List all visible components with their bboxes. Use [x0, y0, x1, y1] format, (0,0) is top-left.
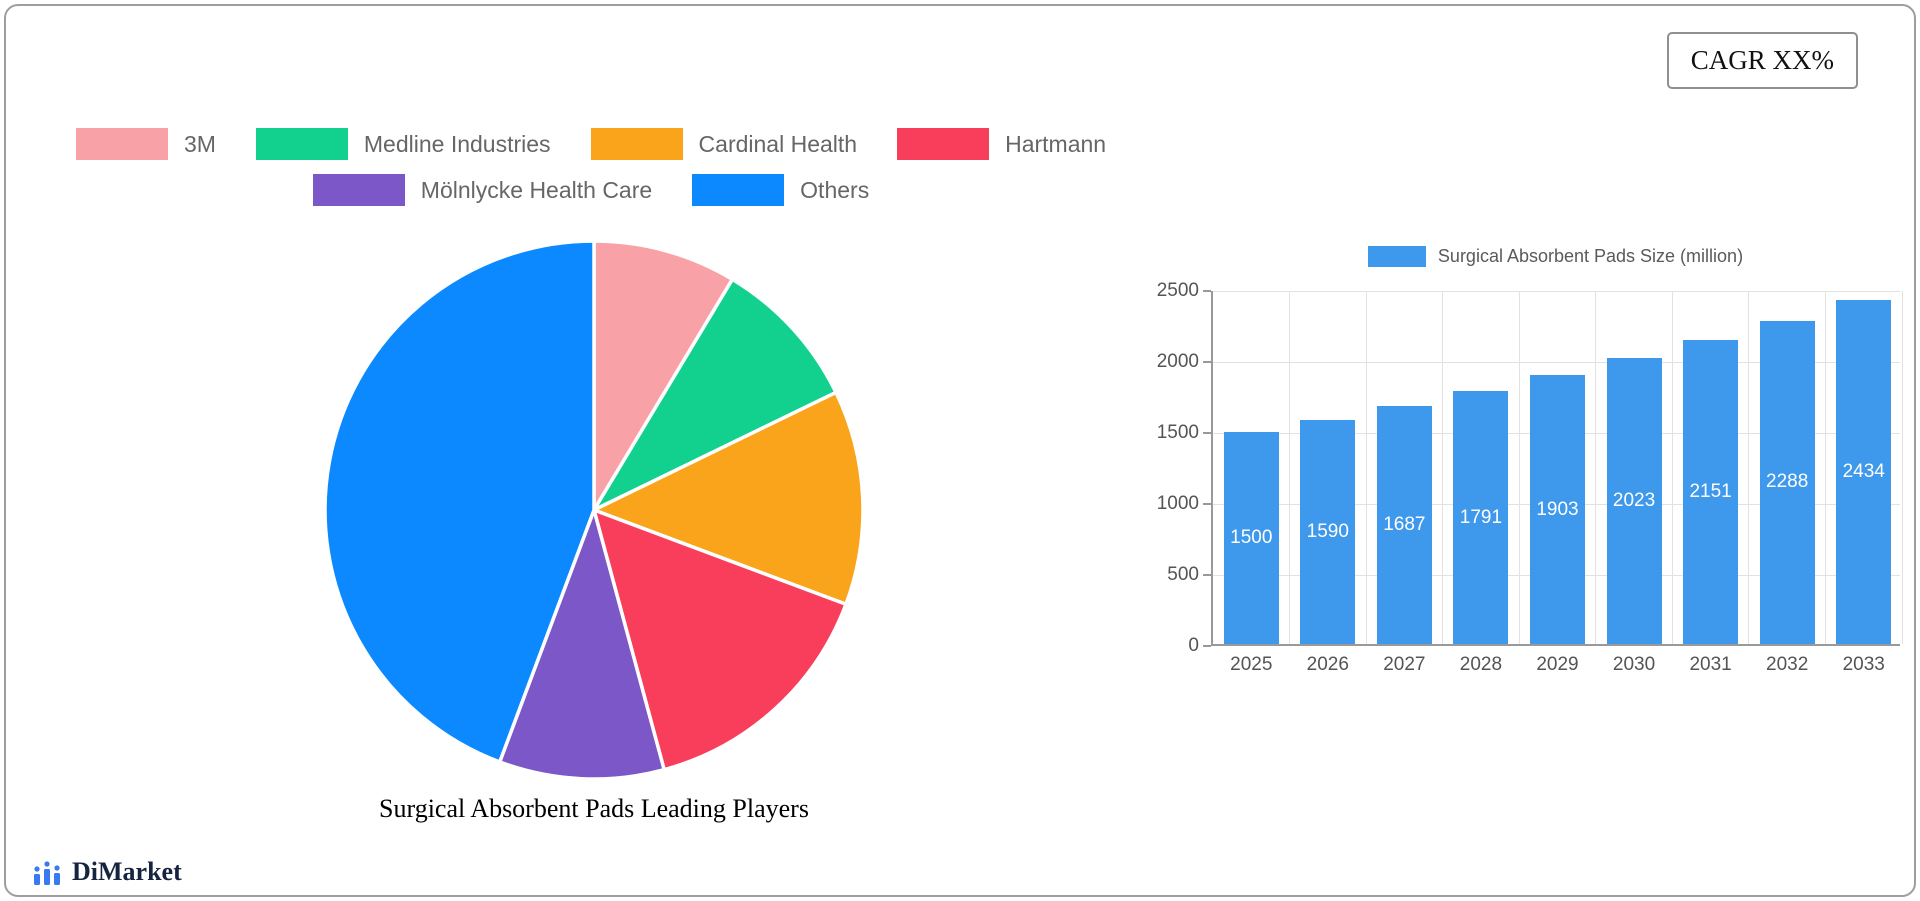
y-axis-tick — [1203, 645, 1211, 647]
bar-2033: 2434 — [1836, 300, 1892, 644]
gridline — [1365, 291, 1367, 644]
gridline — [1901, 291, 1903, 644]
bar-value-label: 1500 — [1230, 527, 1273, 549]
dimarket-logo-icon — [34, 861, 60, 885]
bar-2029: 1903 — [1529, 375, 1585, 644]
y-tick-label: 0 — [1188, 635, 1199, 656]
pie-chart-title: Surgical Absorbent Pads Leading Players — [379, 794, 809, 823]
pie-legend-row-2: Mölnlycke Health Care Others — [36, 174, 1146, 206]
bar-2031: 2151 — [1683, 340, 1739, 644]
y-tick-label: 1500 — [1156, 422, 1199, 443]
bar-value-label: 2288 — [1766, 471, 1809, 493]
bar-2028: 1791 — [1453, 391, 1509, 644]
bar-legend[interactable]: Surgical Absorbent Pads Size (million) — [1211, 246, 1900, 267]
report-card: CAGR XX% 3M Medline Industries Cardinal He… — [4, 4, 1916, 897]
y-axis-tick — [1203, 361, 1211, 363]
bar-cell-2033: 2434 — [1825, 291, 1902, 644]
x-tick-label-2033: 2033 — [1842, 654, 1885, 675]
x-tick-label-2028: 2028 — [1459, 654, 1503, 675]
bar-value-label: 1590 — [1306, 520, 1349, 542]
x-tick-label-2027: 2027 — [1383, 654, 1426, 675]
gridline — [1671, 291, 1673, 644]
bar-value-label: 1687 — [1383, 513, 1426, 535]
gridline — [1442, 291, 1444, 644]
pie-legend-item-medline-industries[interactable]: Medline Industries — [255, 128, 551, 160]
pie-legend-item-cardinal-health[interactable]: Cardinal Health — [590, 128, 858, 160]
legend-label: Cardinal Health — [698, 130, 858, 157]
x-tick-label-2029: 2029 — [1536, 654, 1579, 675]
legend-swatch — [692, 174, 785, 206]
pie-slice-3m — [592, 239, 735, 512]
bar-2025: 1500 — [1223, 432, 1279, 644]
cagr-badge: CAGR XX% — [1666, 32, 1858, 89]
gridline — [1595, 291, 1597, 644]
x-tick-label-2026: 2026 — [1306, 654, 1349, 675]
bar-chart-plot: 0 500 1000 1500 2000 2500 1500 2025 1590 2026 1687… — [1157, 280, 1903, 675]
y-tick-label: 2000 — [1156, 351, 1199, 372]
brand-logo: DiMarket — [32, 856, 182, 888]
gridline — [1518, 291, 1520, 644]
bar-2030: 2023 — [1606, 358, 1662, 644]
legend-label: Others — [800, 176, 870, 203]
y-axis-tick — [1203, 503, 1211, 505]
y-tick-label: 500 — [1167, 564, 1199, 585]
bar-cell-2025: 1500 — [1213, 291, 1290, 644]
bar-2027: 1687 — [1376, 405, 1432, 644]
bar-cell-2031: 2151 — [1672, 291, 1749, 644]
x-tick-label-2025: 2025 — [1230, 654, 1273, 675]
pie-legend-item-others[interactable]: Others — [692, 174, 869, 206]
x-tick-label-2032: 2032 — [1766, 654, 1809, 675]
legend-swatch — [590, 128, 683, 160]
legend-label: Mölnlycke Health Care — [420, 176, 653, 203]
legend-label: Hartmann — [1005, 130, 1107, 157]
legend-label: Medline Industries — [363, 130, 551, 157]
bar-2026: 1590 — [1300, 419, 1356, 644]
pie-slice-m-lnlycke-health-care — [497, 508, 666, 781]
pie-legend-row-1: 3M Medline Industries Cardinal Health Hartm… — [36, 128, 1146, 160]
legend-swatch — [897, 128, 990, 160]
y-tick-label: 1000 — [1156, 493, 1199, 514]
x-tick-label-2030: 2030 — [1612, 654, 1656, 675]
bar-value-label: 2434 — [1842, 461, 1885, 483]
x-tick-label-2031: 2031 — [1689, 654, 1732, 675]
bar-legend-label: Surgical Absorbent Pads Size (million) — [1437, 246, 1744, 266]
y-tick-label: 2500 — [1156, 280, 1199, 301]
bar-2032: 2288 — [1759, 320, 1815, 644]
pie-chart — [323, 239, 865, 781]
gridline — [1748, 291, 1750, 644]
legend-swatch — [312, 174, 405, 206]
pie-legend: 3M Medline Industries Cardinal Health Hartm… — [36, 128, 1146, 206]
y-axis-tick — [1203, 574, 1211, 576]
pie-legend-item-m-lnlycke-health-care[interactable]: Mölnlycke Health Care — [312, 174, 653, 206]
legend-label: 3M — [183, 130, 216, 157]
bar-cell-2026: 1590 — [1290, 291, 1367, 644]
gridline — [1213, 290, 1900, 292]
bar-cell-2032: 2288 — [1749, 291, 1826, 644]
y-axis-tick — [1203, 432, 1211, 434]
pie-legend-item-hartmann[interactable]: Hartmann — [897, 128, 1106, 160]
bar-value-label: 1791 — [1459, 506, 1503, 528]
pie-legend-item-3m[interactable]: 3M — [75, 128, 216, 160]
bar-cell-2027: 1687 — [1366, 291, 1443, 644]
pie-slice-medline-industries — [592, 277, 838, 512]
bar-value-label: 2151 — [1689, 481, 1732, 503]
pie-slice-cardinal-health — [592, 390, 865, 607]
bar-legend-swatch — [1367, 246, 1426, 267]
gridline — [1213, 361, 1900, 363]
pie-slice-others — [323, 239, 596, 764]
dimarket-logo-text: DiMarket — [72, 857, 182, 886]
gridline — [1824, 291, 1826, 644]
pie-slice-hartmann — [592, 508, 848, 772]
bar-value-label: 1903 — [1536, 498, 1579, 520]
bar-cell-2030: 2023 — [1596, 291, 1673, 644]
legend-swatch — [255, 128, 348, 160]
gridline — [1289, 291, 1291, 644]
y-axis-tick — [1203, 290, 1211, 292]
bar-cell-2029: 1903 — [1519, 291, 1596, 644]
legend-swatch — [75, 128, 168, 160]
bar-cell-2028: 1791 — [1443, 291, 1520, 644]
bar-value-label: 2023 — [1612, 490, 1656, 512]
